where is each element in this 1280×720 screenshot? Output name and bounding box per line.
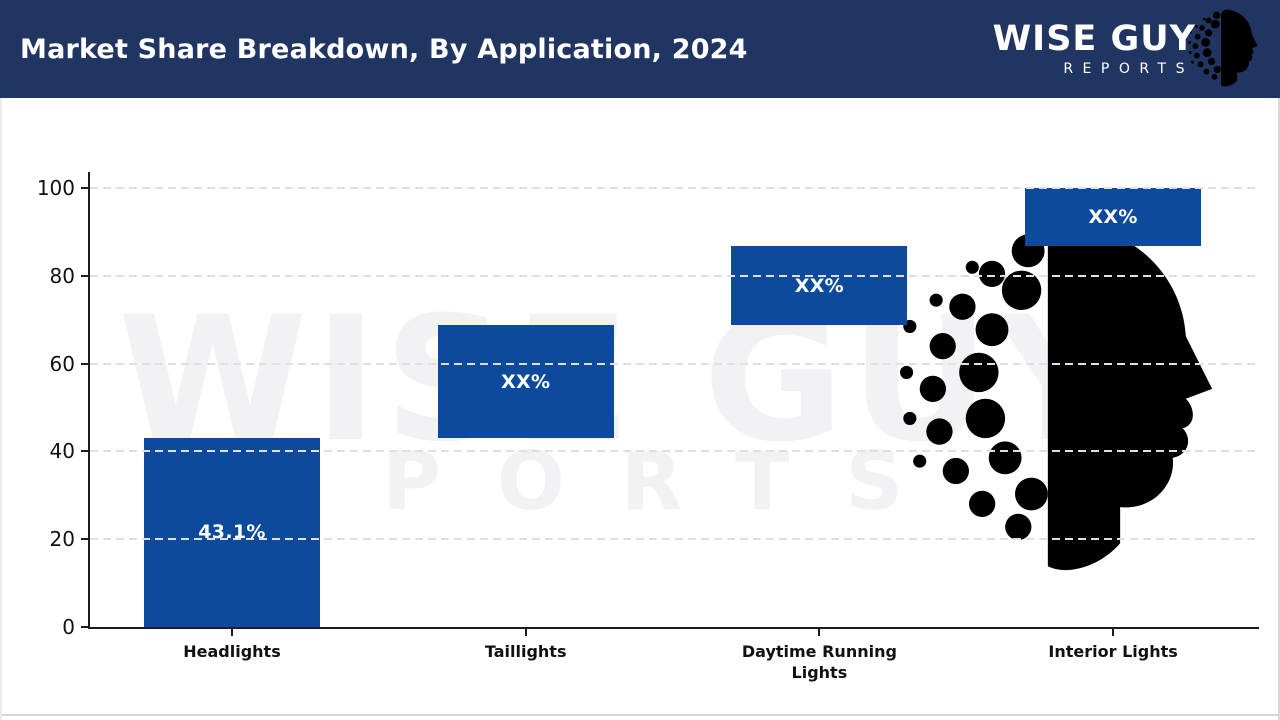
gridline-60 <box>90 362 1259 365</box>
x-axis-label-line: Headlights <box>183 642 281 661</box>
y-tick-mark <box>81 538 88 541</box>
bar-value-label: XX% <box>794 274 845 297</box>
bar-headlights: 43.1% <box>144 437 320 627</box>
page-title: Market Share Breakdown, By Application, … <box>20 33 748 65</box>
x-tick-mark <box>524 629 527 636</box>
wise-guy-reports-logo: WISE GUY REPORTS <box>993 8 1262 90</box>
bar-taillights: XX% <box>437 325 614 438</box>
y-tick-label: 0 <box>62 615 75 639</box>
y-tick-label: 60 <box>49 351 75 376</box>
bottom-divider <box>2 714 1278 716</box>
x-axis-label-line: Interior Lights <box>1048 642 1178 661</box>
gridline-80 <box>90 274 1259 277</box>
bar-daytime-running-lights: XX% <box>731 246 908 326</box>
header: Market Share Breakdown, By Application, … <box>0 0 1280 98</box>
y-tick-mark <box>81 362 88 365</box>
dotted-head-logo-icon <box>1186 8 1262 90</box>
y-axis-spine <box>88 172 90 629</box>
y-tick-mark <box>81 626 88 628</box>
x-axis-label-line: Daytime Running <box>741 642 897 661</box>
logo-subtitle: REPORTS <box>1063 60 1194 77</box>
gridline-100 <box>90 187 1259 189</box>
x-axis-label-taillights: Taillights <box>396 641 656 662</box>
y-tick-label: 20 <box>49 527 75 552</box>
gridline-40 <box>90 450 1259 453</box>
x-axis-label-daytime-running-lights: Daytime Running Lights <box>689 641 949 683</box>
logo-wordmark: WISE GUY <box>992 18 1196 59</box>
x-axis-label-line: Taillights <box>484 642 567 661</box>
bar-value-label: XX% <box>1088 205 1138 228</box>
y-tick-mark <box>81 450 88 453</box>
x-axis-label-interior-lights: Interior Lights <box>983 641 1243 662</box>
y-tick-label: 40 <box>49 439 75 464</box>
x-axis-label-headlights: Headlights <box>102 641 362 662</box>
logo-text: WISE GUY REPORTS <box>992 18 1196 77</box>
x-tick-mark <box>818 629 821 636</box>
y-tick-label: 80 <box>49 263 75 288</box>
x-tick-mark <box>231 629 233 636</box>
y-tick-mark <box>81 187 88 189</box>
bar-interior-lights: XX% <box>1025 188 1202 246</box>
y-tick-mark <box>81 274 88 277</box>
bar-value-label: 43.1% <box>198 521 266 544</box>
chart-area: WISE GUY. REPORTS 43.1% Headlights XX% Tail… <box>0 98 1280 720</box>
gridline-20 <box>90 538 1259 541</box>
bar-value-label: XX% <box>501 370 551 393</box>
x-axis-label-line: Lights <box>791 663 848 682</box>
plot-region: 43.1% Headlights XX% Taillights XX% Daytime R… <box>2 98 1278 720</box>
y-tick-label: 100 <box>36 176 75 200</box>
x-axis-spine <box>88 627 1259 629</box>
x-tick-mark <box>1112 629 1115 636</box>
